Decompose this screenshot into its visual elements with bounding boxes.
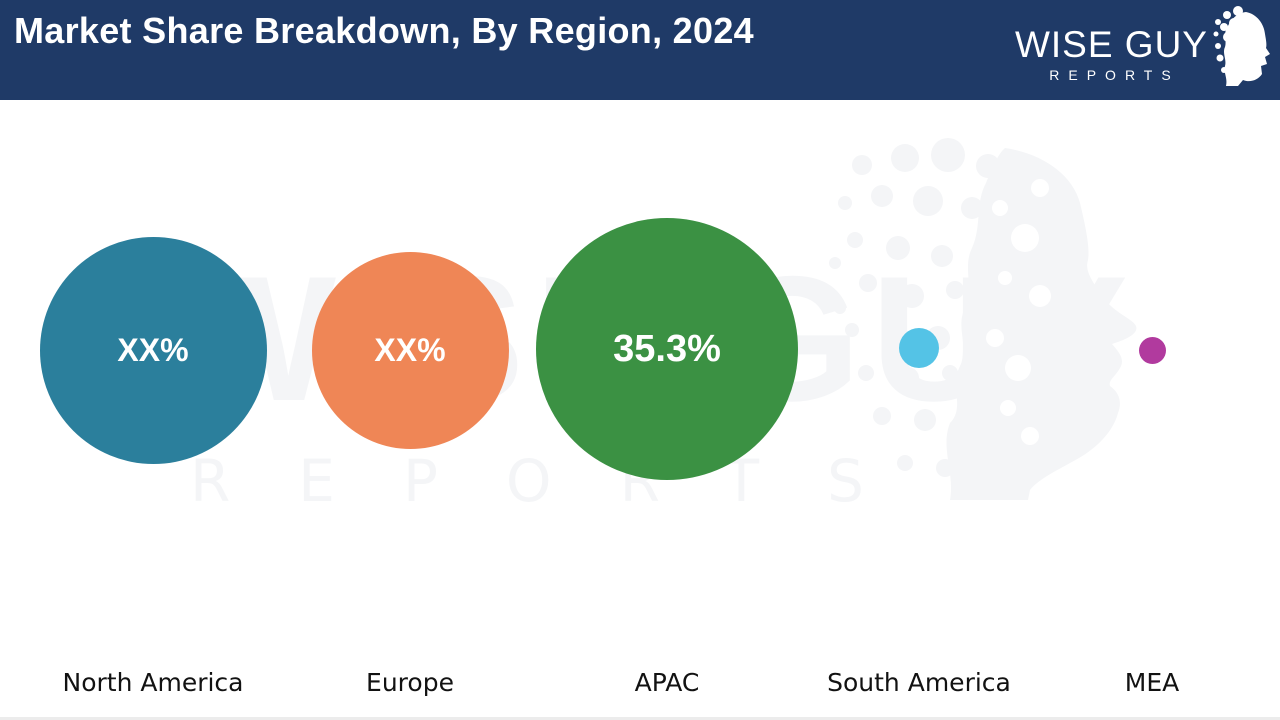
bubble-chart-area: WISE GUY REPORTS XX%XX%35.3% North Ameri… (0, 100, 1280, 720)
header-bar: Market Share Breakdown, By Region, 2024 … (0, 0, 1280, 100)
category-label-europe: Europe (366, 668, 454, 697)
brand-wordmark: WISE GUY (1014, 24, 1208, 65)
bottom-edge-divider (0, 717, 1280, 720)
bubble-apac: 35.3% (536, 218, 798, 480)
brand-head-icon (1213, 6, 1270, 86)
category-label-apac: APAC (634, 668, 700, 697)
category-label-mea: MEA (1124, 668, 1180, 697)
bubble-value-label: 35.3% (613, 327, 721, 370)
watermark-subtitle: REPORTS (190, 447, 932, 515)
category-label-south-america: South America (827, 668, 1011, 697)
bubble-mea (1138, 336, 1166, 364)
page-title: Market Share Breakdown, By Region, 2024 (14, 10, 754, 51)
bubble-value-label: XX% (117, 331, 189, 368)
watermark-head-silhouette (829, 138, 1137, 500)
category-label-north-america: North America (62, 668, 244, 697)
brand-logo-text: WISE GUY REPORTS (1015, 26, 1208, 83)
brand-logo: WISE GUY REPORTS (1015, 6, 1270, 90)
bubble-north-america: XX% (39, 236, 267, 464)
bubble-south-america (899, 328, 939, 368)
bubble-europe: XX% (311, 251, 509, 449)
bubble-value-label: XX% (374, 331, 446, 368)
brand-subtitle: REPORTS (1049, 67, 1180, 83)
